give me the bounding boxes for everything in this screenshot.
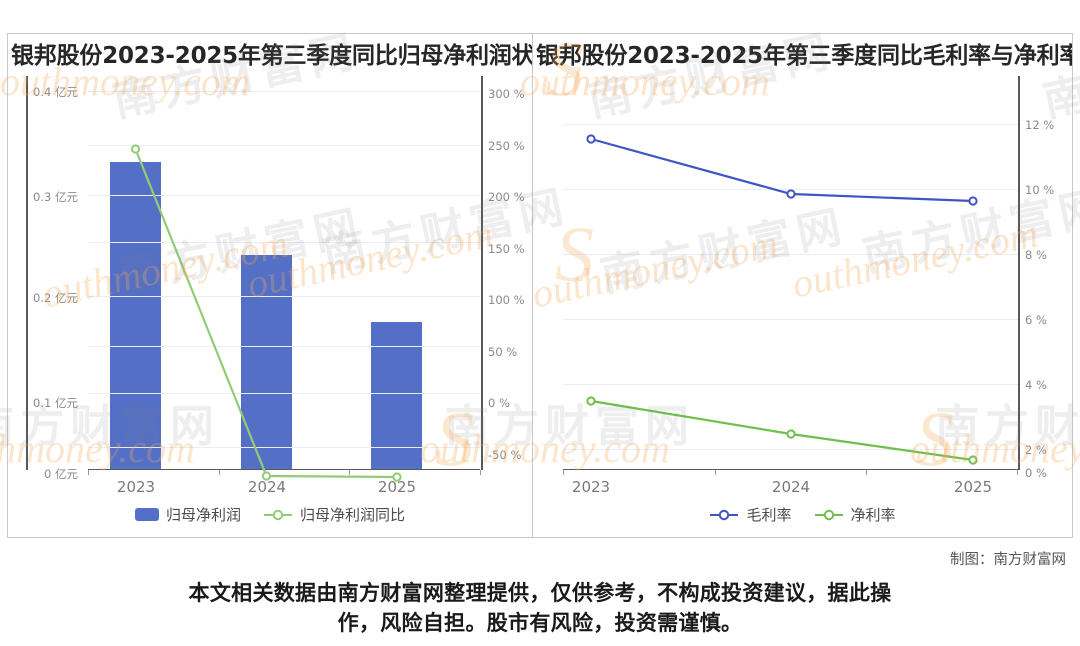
legend-item-gross-margin[interactable]: 毛利率 — [709, 504, 792, 525]
y-axis-right-tick: 300 % — [488, 87, 525, 101]
legend-item-net-profit[interactable]: 归母净利润 — [134, 504, 241, 525]
y-axis-left-tick: 0.1 亿元 — [33, 396, 78, 410]
disclaimer-line-1: 本文相关数据由南方财富网整理提供，仅供参考，不构成投资建议，据此操 — [188, 581, 892, 605]
y-axis-right-tick: 250 % — [488, 139, 525, 153]
net-margin-line-path — [590, 399, 974, 462]
y-axis-right-tick: 4 % — [1025, 378, 1047, 392]
x-tickmark — [1017, 470, 1018, 475]
gridlines-net-profit — [8, 34, 532, 537]
y-axis-right-tick: 10 % — [1025, 183, 1055, 197]
x-tickmark — [349, 470, 350, 475]
chart-panel-net-profit: 银邦股份2023-2025年第三季度同比归母净利润状况 0.4 亿元 0.3 亿… — [7, 33, 533, 538]
legend-line-marker-icon — [814, 509, 843, 520]
legend-item-net-profit-yoy[interactable]: 归母净利润同比 — [263, 504, 405, 525]
x-tickmark — [563, 470, 564, 475]
legend-label: 净利率 — [850, 506, 896, 524]
legend-bar-swatch-icon — [134, 508, 159, 521]
y-axis-right-tick: 150 % — [488, 242, 525, 256]
x-tickmark — [715, 470, 716, 475]
bar-2023[interactable] — [110, 162, 161, 469]
y-axis-right-tick: 6 % — [1025, 313, 1047, 327]
yoy-point-2025[interactable] — [392, 472, 402, 482]
gross-margin-point-2023[interactable] — [586, 134, 596, 144]
y-axis-line-right — [1018, 76, 1020, 470]
net-margin-point-2024[interactable] — [786, 429, 796, 439]
gross-margin-point-2025[interactable] — [968, 196, 978, 206]
charts-row: 银邦股份2023-2025年第三季度同比归母净利润状况 0.4 亿元 0.3 亿… — [7, 33, 1073, 538]
y-axis-left-tick: 0.4 亿元 — [33, 85, 78, 99]
x-tickmark — [219, 470, 220, 475]
x-tick-label: 2025 — [953, 478, 993, 496]
y-axis-right-tick: 100 % — [488, 293, 525, 307]
legend-net-profit: 归母净利润 归母净利润同比 — [8, 504, 532, 525]
x-tickmark — [866, 470, 867, 475]
net-margin-point-2023[interactable] — [586, 396, 596, 406]
legend-label: 归母净利润同比 — [300, 506, 406, 524]
y-axis-right-tick: 8 % — [1025, 248, 1047, 262]
yoy-line-series — [130, 144, 402, 482]
x-tick-label: 2023 — [116, 478, 156, 496]
chart-title-margins: 银邦股份2023-2025年第三季度同比毛利率与净利率状况 — [536, 43, 1073, 69]
x-axis-line — [88, 469, 480, 471]
yoy-point-2024[interactable] — [261, 471, 272, 481]
gross-margin-line-path — [590, 137, 974, 203]
disclaimer: 本文相关数据由南方财富网整理提供，仅供参考，不构成投资建议，据此操 作，风险自担… — [0, 578, 1080, 639]
y-axis-line-left — [26, 76, 28, 470]
x-tick-label: 2025 — [377, 478, 417, 496]
legend-item-net-margin[interactable]: 净利率 — [814, 504, 896, 525]
legend-label: 毛利率 — [746, 506, 792, 524]
y-axis-left-tick: 0.3 亿元 — [33, 190, 78, 204]
chart-panel-margins: 银邦股份2023-2025年第三季度同比毛利率与净利率状况 12 % 10 % … — [533, 33, 1073, 538]
y-axis-left-tick: 0.2 亿元 — [33, 291, 78, 305]
y-axis-right-tick: 200 % — [488, 190, 525, 204]
y-axis-right-tick: 0 % — [488, 396, 510, 410]
yoy-line-path — [134, 148, 398, 479]
x-axis-line — [563, 469, 1018, 471]
legend-label: 归母净利润 — [165, 506, 241, 524]
x-tick-label: 2023 — [571, 478, 611, 496]
x-tickmark — [88, 470, 89, 475]
legend-margins: 毛利率 净利率 — [533, 504, 1072, 525]
y-axis-right-tick: 2 % — [1025, 443, 1047, 457]
disclaimer-line-2: 作，风险自担。股市有风险，投资需谨慎。 — [337, 611, 743, 636]
margin-line-series — [586, 134, 978, 465]
credit-line: 制图：南方财富网 — [950, 552, 1066, 568]
y-axis-right-tick: 0 % — [1025, 466, 1047, 480]
net-margin-point-2025[interactable] — [968, 455, 978, 465]
y-axis-right-tick: -50 % — [488, 448, 522, 462]
y-axis-line-right — [481, 76, 483, 470]
y-axis-left-tick: 0 亿元 — [44, 467, 78, 481]
x-tickmark — [480, 470, 481, 475]
y-axis-right-tick: 12 % — [1025, 118, 1055, 132]
y-axis-right-tick: 50 % — [488, 345, 518, 359]
chart-title-net-profit: 银邦股份2023-2025年第三季度同比归母净利润状况 — [11, 43, 533, 69]
legend-line-marker-icon — [264, 509, 292, 520]
x-tick-label: 2024 — [247, 478, 287, 496]
x-tick-label: 2024 — [771, 478, 811, 496]
legend-line-marker-icon — [710, 509, 739, 520]
gross-margin-point-2024[interactable] — [786, 189, 796, 199]
yoy-point-2023[interactable] — [130, 144, 141, 154]
